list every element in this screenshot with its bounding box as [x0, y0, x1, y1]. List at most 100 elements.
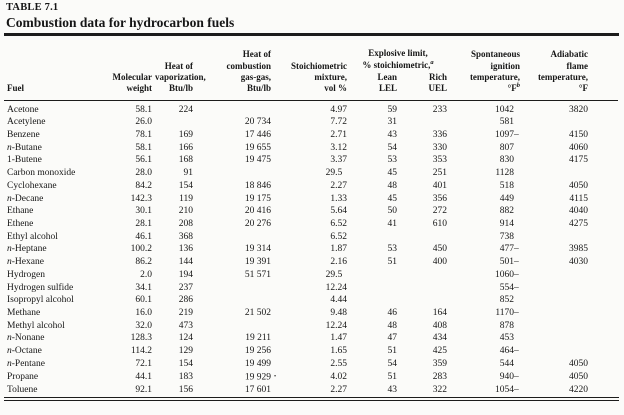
- table-row: Hydrogen sulfide 34.1 237 12.24 554–: [4, 282, 618, 295]
- cell-rich: 356: [432, 193, 447, 204]
- cell-flame: 4115: [569, 193, 588, 204]
- cell-fuel: Methyl alcohol: [7, 320, 65, 331]
- cell-stoich: 2.16: [330, 257, 347, 268]
- cell-rich: [398, 231, 448, 244]
- cell-flame: [522, 167, 590, 180]
- cell-ignition: 449: [499, 193, 514, 204]
- table-row: n-Butane 58.1 166 19 655 3.12 54 330 807 4060: [4, 142, 618, 155]
- cell-stoich: 12.24: [325, 282, 347, 293]
- cell-rich: 401: [432, 180, 447, 191]
- cell-mw: 114.2: [130, 346, 152, 357]
- cell-stoich: 3.37: [330, 155, 347, 166]
- column-header-heat-of-combustion: Heat of combustion gas-gas, Btu/lb: [197, 36, 273, 101]
- cell-stoich: 6.52: [330, 218, 347, 229]
- cell-mw: 26.0: [135, 117, 152, 128]
- cell-hov: 224: [178, 104, 193, 115]
- cell-hoc: 51 571: [244, 269, 271, 280]
- cell-rich: 330: [432, 142, 447, 153]
- cell-hoc: [197, 294, 273, 307]
- cell-ignition: 1170–: [495, 308, 519, 318]
- table-row: Ethene 28.1 208 20 276 6.52 41 610 914 4275: [4, 218, 618, 231]
- cell-lean: 50: [387, 206, 398, 217]
- cell-lean: 41: [387, 218, 398, 229]
- spacer-cell: [590, 294, 618, 307]
- cell-hoc: 19 211: [245, 333, 271, 344]
- cell-lean: 46: [387, 308, 398, 318]
- cell-hoc: [197, 320, 273, 333]
- cell-fuel: Isopropyl alcohol: [7, 295, 74, 306]
- spacer-cell: [590, 142, 618, 155]
- cell-fuel: Hydrogen sulfide: [7, 282, 74, 293]
- cell-mw: 28.1: [135, 218, 152, 229]
- cell-flame: 4050: [569, 358, 588, 369]
- cell-hov: 286: [178, 295, 193, 306]
- table-number: TABLE 7.1: [6, 2, 59, 13]
- cell-mw: 58.1: [135, 142, 152, 153]
- cell-mw: 58.1: [135, 104, 152, 115]
- cell-rich: 353: [432, 155, 447, 166]
- cell-stoich: 2.71: [330, 129, 347, 140]
- cell-mw: 46.1: [135, 231, 152, 242]
- cell-hoc: 17 601: [244, 384, 271, 395]
- spacer-cell: [590, 358, 618, 371]
- cell-rich: 610: [432, 218, 447, 229]
- table-row: n-Heptane 100.2 136 19 314 1.87 53 450 477– 3985: [4, 243, 618, 256]
- cell-mw: 142.3: [130, 193, 152, 204]
- cell-flame: [522, 282, 590, 295]
- cell-stoich: 2.27: [330, 384, 347, 395]
- table-row: Benzene 78.1 169 17 446 2.71 43 336 1097– 4150: [4, 129, 618, 142]
- cell-ignition: 464–: [499, 346, 519, 357]
- cell-lean: [348, 231, 398, 244]
- cell-rich: [398, 294, 448, 307]
- cell-rich: 164: [432, 308, 447, 318]
- cell-ignition: 453: [499, 333, 514, 344]
- cell-hov: 154: [178, 358, 193, 369]
- cell-lean: 53: [387, 155, 398, 166]
- cell-stoich: 29.5: [325, 168, 343, 179]
- cell-rich: [398, 282, 448, 295]
- cell-lean: 45: [387, 193, 398, 204]
- cell-fuel: Toluene: [7, 384, 38, 395]
- column-header-fuel: Fuel: [4, 36, 109, 101]
- cell-rich: 408: [432, 320, 447, 331]
- cell-hoc: 20 276: [244, 218, 271, 229]
- cell-ignition: 914: [499, 218, 514, 229]
- cell-stoich: 1.65: [330, 346, 347, 357]
- cell-flame: [522, 345, 590, 358]
- cell-ignition: 1042: [495, 104, 514, 115]
- cell-stoich: 3.12: [330, 142, 347, 153]
- cell-mw: 30.1: [135, 206, 152, 217]
- table-row: Methyl alcohol 32.0 473 12.24 48 408 878: [4, 320, 618, 333]
- cell-mw: 34.1: [135, 282, 152, 293]
- cell-lean: 43: [387, 129, 398, 140]
- cell-stoich: 4.97: [330, 104, 347, 115]
- spacer-cell: [590, 116, 618, 129]
- cell-hov: 183: [178, 371, 193, 382]
- cell-fuel: n-Pentane: [7, 358, 45, 369]
- cell-hov: 136: [178, 244, 193, 255]
- cell-mw: 72.1: [135, 358, 152, 369]
- cell-lean: 59: [387, 104, 398, 115]
- cell-flame: [522, 307, 590, 320]
- cell-hov: 129: [178, 346, 193, 357]
- cell-ignition: 1097–: [495, 129, 519, 140]
- cell-rich: 359: [432, 358, 447, 369]
- spacer-cell: [590, 282, 618, 295]
- cell-flame: 4220: [569, 384, 588, 395]
- cell-hov: 194: [178, 269, 193, 280]
- cell-flame: [522, 231, 590, 244]
- cell-ignition: 738: [499, 231, 514, 242]
- cell-hoc: [197, 231, 273, 244]
- cell-flame: [522, 320, 590, 333]
- cell-mw: 2.0: [140, 269, 152, 280]
- cell-hoc: [197, 167, 273, 180]
- cell-fuel: Propane: [7, 371, 39, 382]
- cell-hov: 144: [178, 257, 193, 268]
- cell-hov: 166: [178, 142, 193, 153]
- cell-mw: 32.0: [135, 320, 152, 331]
- cell-ignition: 878: [499, 320, 514, 331]
- cell-hov: 91: [183, 168, 194, 179]
- column-header-ignition-temperature: Spontaneous ignition temperature, °Fb: [448, 36, 522, 101]
- spacer-cell: [590, 180, 618, 193]
